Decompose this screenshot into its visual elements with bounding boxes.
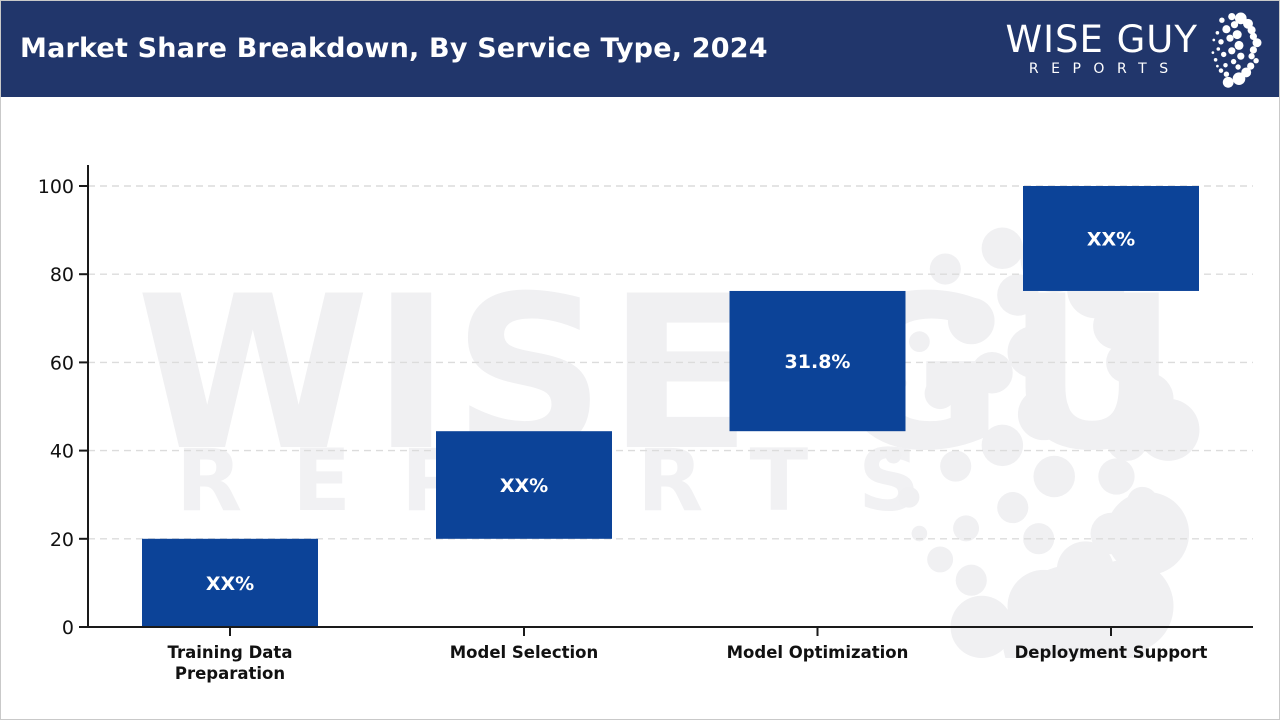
brand-text: WISE GUY REPORTS <box>1005 17 1198 78</box>
face-dot <box>1218 68 1224 73</box>
brand-subtitle: REPORTS <box>1028 61 1181 78</box>
bar-model-optimization <box>729 290 906 432</box>
y-tick-label-40: 40 <box>50 441 74 463</box>
face-dot <box>1223 71 1230 77</box>
bar-value-label-training-data-preparation: XX% <box>206 573 254 595</box>
face-dot <box>1247 62 1255 70</box>
header: Market Share Breakdown, By Service Type,… <box>0 0 1280 97</box>
face-dot <box>1247 26 1256 35</box>
face-dot <box>1249 32 1257 40</box>
x-category-label-training-data-preparation: Training Data Preparation <box>168 643 293 683</box>
face-dot <box>1230 58 1237 65</box>
face-dot <box>1228 13 1236 21</box>
face-dot <box>1211 51 1215 54</box>
face-dot <box>1252 38 1262 48</box>
face-dot <box>1221 51 1227 58</box>
face-dot <box>1213 58 1218 62</box>
y-tick-label-100: 100 <box>38 176 74 198</box>
face-dot <box>1237 52 1245 60</box>
face-dot <box>1218 39 1224 45</box>
bar-training-data-preparation <box>142 538 318 627</box>
face-dot <box>1234 40 1244 50</box>
y-tick-label-60: 60 <box>50 352 74 374</box>
face-dot <box>1230 21 1239 29</box>
wiseguy-face-icon <box>1211 12 1262 88</box>
face-dot <box>1253 58 1259 64</box>
y-tick-label-80: 80 <box>50 264 74 286</box>
bar-value-label-model-optimization: 31.8% <box>785 351 851 373</box>
face-dot <box>1216 47 1221 51</box>
face-dot <box>1232 30 1242 40</box>
x-category-label-model-optimization: Model Optimization <box>727 643 909 662</box>
face-dot <box>1248 53 1255 60</box>
bar-value-label-deployment-support: XX% <box>1087 228 1135 250</box>
face-dot <box>1219 17 1225 23</box>
face-dot <box>1249 46 1257 54</box>
y-tick-label-20: 20 <box>50 529 74 551</box>
face-dot <box>1222 25 1231 34</box>
brand-logo: WISE GUY REPORTS <box>1006 7 1266 91</box>
x-category-label-deployment-support: Deployment Support <box>1015 643 1208 662</box>
face-dot <box>1222 76 1234 88</box>
face-dot <box>1232 72 1246 85</box>
y-tick-label-0: 0 <box>62 617 74 639</box>
face-dot <box>1212 38 1216 42</box>
x-category-label-model-selection: Model Selection <box>450 643 598 662</box>
face-dot <box>1226 34 1234 42</box>
bar-model-selection <box>436 431 612 539</box>
face-dot <box>1215 31 1220 35</box>
face-dot <box>1223 62 1228 68</box>
face-dot <box>1216 64 1219 68</box>
brand-name: WISE GUY <box>1005 17 1198 61</box>
bar-value-label-model-selection: XX% <box>500 475 548 497</box>
page-title: Market Share Breakdown, By Service Type,… <box>20 33 768 64</box>
face-dot <box>1228 47 1236 55</box>
face-dot <box>1235 64 1241 70</box>
